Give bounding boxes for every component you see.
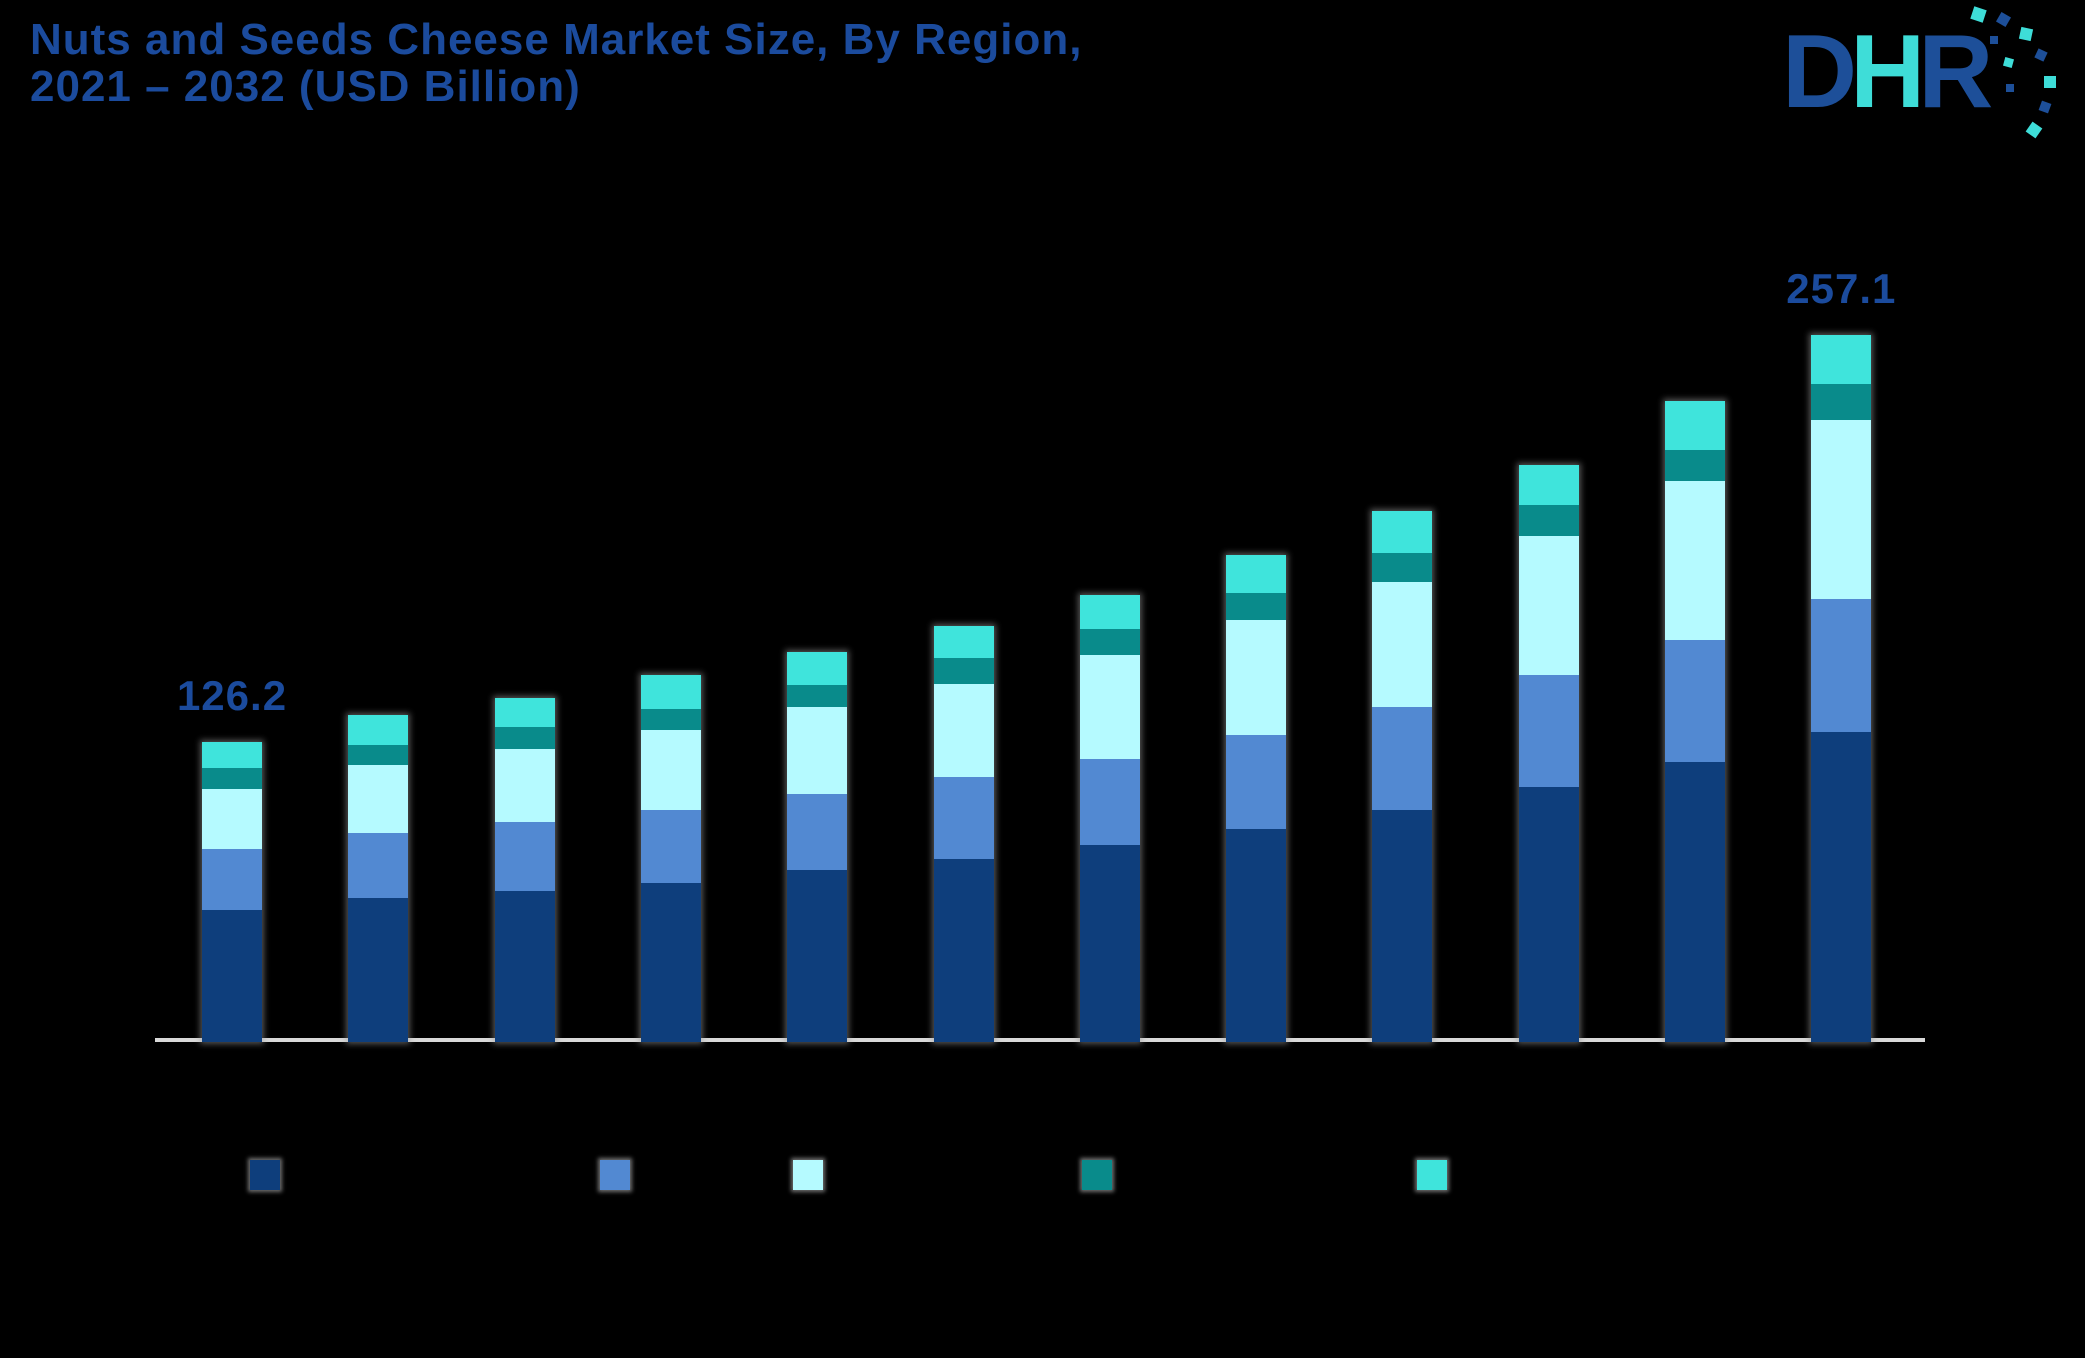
bar-2024-segment-region-2 [640,809,701,883]
bar-2028 [1226,555,1287,1042]
legend-swatch-region-2 [600,1160,630,1190]
logo-letter-h: H [1850,14,1925,130]
bar-2031-segment-region-5 [1665,401,1725,450]
bar-2031-segment-region-2 [1665,640,1725,763]
legend-swatch-region-1 [250,1160,280,1190]
bar-2029 [1372,511,1433,1042]
bar-2023-segment-region-5 [494,698,555,727]
bar-2026-segment-region-1 [933,858,994,1042]
x-axis-line [155,1038,1925,1042]
bar-2027-segment-region-4 [1079,629,1140,656]
bar-2023-segment-region-1 [494,890,555,1042]
bar-2031-segment-region-4 [1665,449,1725,482]
bar-2025-segment-region-2 [787,794,848,871]
bar-2027-segment-region-1 [1079,845,1140,1042]
bar-2032-segment-region-4 [1811,383,1872,420]
bar-2031-segment-region-1 [1665,762,1725,1042]
bar-2027-segment-region-2 [1079,759,1140,846]
chart-title-line1: Nuts and Seeds Cheese Market Size, By Re… [30,15,1083,64]
bar-2021-segment-region-1 [202,909,262,1042]
bar-2030-segment-region-4 [1518,505,1579,537]
bar-2028-segment-region-2 [1226,735,1287,830]
bar-2025-segment-region-1 [787,870,848,1042]
bar-2022 [348,715,409,1042]
bar-2032-segment-region-1 [1811,732,1872,1042]
logo-dot [1990,36,1998,44]
bar-2025-segment-region-5 [787,652,848,686]
legend-swatch-region-4 [1082,1160,1112,1190]
bar-2030-segment-region-2 [1518,675,1579,788]
logo-dot [2018,26,2034,42]
bar-2030 [1518,465,1579,1042]
bar-2032 [1811,335,1872,1042]
legend-swatch-region-3 [793,1160,823,1190]
logo-dot [2002,56,2015,69]
bar-2027-segment-region-3 [1079,655,1140,760]
bar-2028-segment-region-1 [1226,829,1287,1042]
logo-dot [2034,48,2048,62]
bar-2021-segment-region-2 [202,848,262,910]
legend-swatch-region-5 [1417,1160,1447,1190]
last-bar-value-label: 257.1 [1786,265,1897,312]
logo-dot [2025,121,2043,139]
bar-2030-segment-region-3 [1518,536,1579,676]
bar-2026-segment-region-3 [933,683,994,777]
bar-2022-segment-region-5 [348,715,409,745]
bar-2032-segment-region-3 [1811,419,1872,599]
bar-2024-segment-region-1 [640,882,701,1042]
bar-2027-segment-region-5 [1079,595,1140,630]
bar-2022-segment-region-4 [348,744,409,765]
logo-text: DHR [1782,20,1993,124]
bar-2027 [1079,595,1140,1042]
bar-2029-segment-region-4 [1372,552,1433,583]
bar-2029-segment-region-5 [1372,511,1433,553]
bar-2023 [494,698,555,1042]
bar-2026 [933,626,994,1042]
bar-2022-segment-region-3 [348,764,409,833]
chart-title: Nuts and Seeds Cheese Market Size, By Re… [30,16,1082,110]
bar-2024-segment-region-4 [640,708,701,730]
bar-2028-segment-region-3 [1226,620,1287,736]
bar-2029-segment-region-1 [1372,809,1433,1042]
bar-2028-segment-region-4 [1226,592,1287,621]
bar-2026-segment-region-4 [933,657,994,684]
bar-2025 [787,652,848,1042]
bar-2026-segment-region-5 [933,626,994,658]
logo-dot [2044,76,2056,88]
bar-2023-segment-region-4 [494,726,555,749]
bar-2029-segment-region-2 [1372,706,1433,810]
logo-dot [1995,11,2012,28]
bar-2025-segment-region-3 [787,707,848,795]
bar-2032-segment-region-5 [1811,335,1872,384]
bar-2031 [1665,401,1725,1042]
bar-2021-segment-region-3 [202,788,262,849]
bar-2032-segment-region-2 [1811,599,1872,733]
bar-2023-segment-region-2 [494,821,555,891]
bar-2024-segment-region-3 [640,729,701,810]
bar-2022-segment-region-1 [348,898,409,1042]
bar-2021-segment-region-5 [202,742,262,768]
bar-2029-segment-region-3 [1372,582,1433,707]
logo-dot [2038,100,2052,114]
bar-2021 [202,742,262,1042]
bar-2030-segment-region-5 [1518,465,1579,506]
bar-2022-segment-region-2 [348,832,409,899]
bar-2024-segment-region-5 [640,675,701,709]
bar-2023-segment-region-3 [494,748,555,822]
logo-letter-r: R [1918,14,1993,130]
first-bar-value-label: 126.2 [176,672,288,719]
chart-title-line2: 2021 – 2032 (USD Billion) [30,62,581,111]
bar-2025-segment-region-4 [787,685,848,708]
bar-2031-segment-region-3 [1665,481,1725,641]
logo-dot [2006,84,2014,92]
bar-2026-segment-region-2 [933,776,994,859]
dhr-logo: DHR [1782,6,2082,166]
logo-letter-d: D [1782,14,1857,130]
bar-2021-segment-region-4 [202,767,262,789]
bar-2030-segment-region-1 [1518,787,1579,1042]
bar-2024 [640,675,701,1042]
bar-2028-segment-region-5 [1226,555,1287,593]
